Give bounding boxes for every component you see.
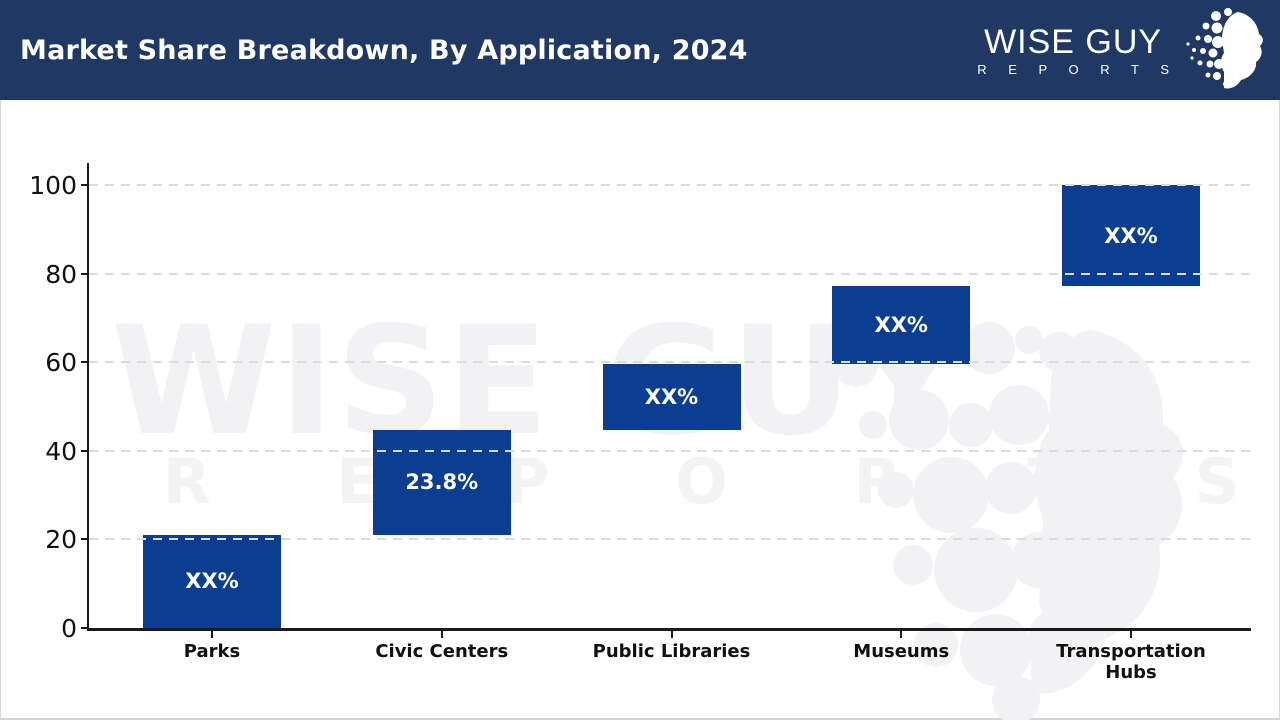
y-tick-label: 80	[45, 259, 77, 289]
x-category-label: Public Libraries	[592, 641, 751, 662]
x-category-label: Museums	[853, 641, 950, 662]
gridline	[89, 538, 1251, 541]
x-category-label: Civic Centers	[375, 641, 509, 662]
bar-civic-centers: 23.8%	[372, 429, 511, 535]
x-tick-mark	[1130, 630, 1132, 638]
y-tick-mark	[81, 538, 89, 541]
y-tick-label: 100	[29, 171, 77, 200]
logo-wordmark: WISE GUY	[984, 22, 1163, 61]
bar-parks: XX%	[143, 534, 281, 628]
y-tick-label: 60	[45, 348, 77, 378]
x-axis	[87, 628, 1251, 631]
wise-guy-logo: WISE GUY R E P O R T S	[968, 6, 1266, 94]
x-tick-mark	[900, 630, 903, 638]
y-tick-label: 0	[61, 614, 77, 643]
x-tick-mark	[211, 630, 213, 638]
dotted-head-icon	[1186, 8, 1263, 89]
gridline	[89, 272, 1251, 275]
y-tick-mark	[81, 272, 89, 275]
bar-value-label: XX%	[874, 312, 928, 337]
logo-subtitle: R E P O R T S	[977, 61, 1178, 77]
chart-canvas: WISE GUY R E P O R T S 0 20 40 60 80 100 XX% Pa…	[0, 100, 1280, 720]
x-category-label: Transportation Hubs	[1056, 641, 1206, 683]
bar-transportation-hubs: XX%	[1062, 185, 1200, 286]
x-tick-mark	[440, 630, 443, 638]
bar-value-label: XX%	[185, 569, 239, 594]
bar-public-libraries: XX%	[602, 363, 741, 430]
y-tick-mark	[81, 184, 89, 186]
gridline	[89, 361, 1251, 364]
y-tick-label: 20	[45, 525, 77, 555]
y-axis	[87, 162, 89, 630]
header: Market Share Breakdown, By Application, …	[0, 0, 1280, 100]
bar-value-label: XX%	[644, 384, 699, 409]
bar-value-label: XX%	[1104, 223, 1158, 248]
gridline	[89, 449, 1251, 452]
bar-value-label: 23.8%	[405, 470, 479, 495]
x-tick-mark	[670, 630, 673, 638]
y-tick-label: 40	[45, 436, 77, 466]
logo-text: WISE GUY R E P O R T S	[968, 25, 1178, 76]
gridline	[89, 184, 1251, 186]
y-tick-mark	[81, 361, 89, 364]
y-tick-mark	[81, 449, 89, 452]
x-category-label: Parks	[183, 641, 241, 662]
bar-museums: XX%	[832, 286, 971, 364]
y-tick-mark	[81, 627, 89, 629]
page-title: Market Share Breakdown, By Application, …	[20, 34, 748, 66]
